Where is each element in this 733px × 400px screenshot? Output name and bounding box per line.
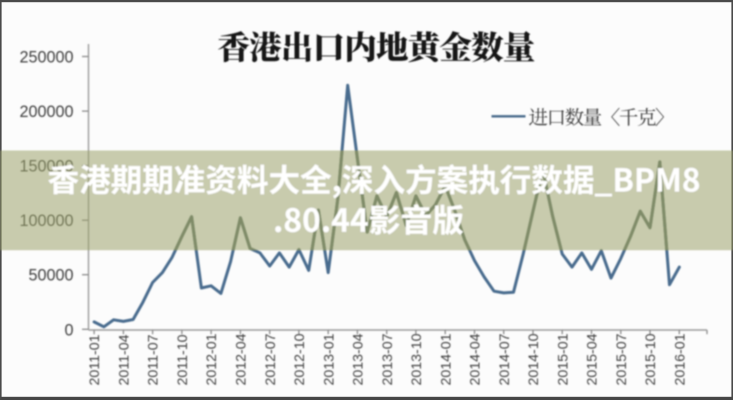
svg-text:2011-04: 2011-04 [117, 334, 133, 385]
svg-text:50000: 50000 [28, 267, 73, 285]
svg-text:2012-10: 2012-10 [292, 333, 308, 385]
svg-text:2012-04: 2012-04 [234, 333, 250, 385]
svg-text:200000: 200000 [19, 103, 73, 121]
svg-text:2015-10: 2015-10 [643, 333, 659, 385]
svg-text:2012-01: 2012-01 [204, 333, 220, 385]
svg-text:2014-04: 2014-04 [468, 333, 484, 385]
svg-text:2012-07: 2012-07 [263, 333, 279, 385]
svg-text:2016-01: 2016-01 [672, 333, 688, 385]
svg-text:2015-04: 2015-04 [585, 333, 601, 385]
svg-text:2011-10: 2011-10 [175, 334, 191, 385]
svg-text:2013-04: 2013-04 [351, 333, 367, 385]
svg-text:2013-10: 2013-10 [409, 333, 425, 385]
svg-text:2015-01: 2015-01 [555, 333, 571, 385]
svg-text:2014-10: 2014-10 [526, 333, 542, 385]
svg-text:0: 0 [64, 321, 73, 339]
svg-text:2011-01: 2011-01 [87, 334, 103, 385]
svg-text:2013-01: 2013-01 [321, 333, 337, 385]
svg-text:2014-01: 2014-01 [438, 333, 454, 385]
svg-text:250000: 250000 [19, 49, 73, 67]
svg-text:2015-07: 2015-07 [614, 333, 630, 385]
svg-text:2013-07: 2013-07 [380, 333, 396, 385]
svg-text:2014-07: 2014-07 [497, 333, 513, 385]
svg-text:2011-07: 2011-07 [146, 334, 162, 385]
